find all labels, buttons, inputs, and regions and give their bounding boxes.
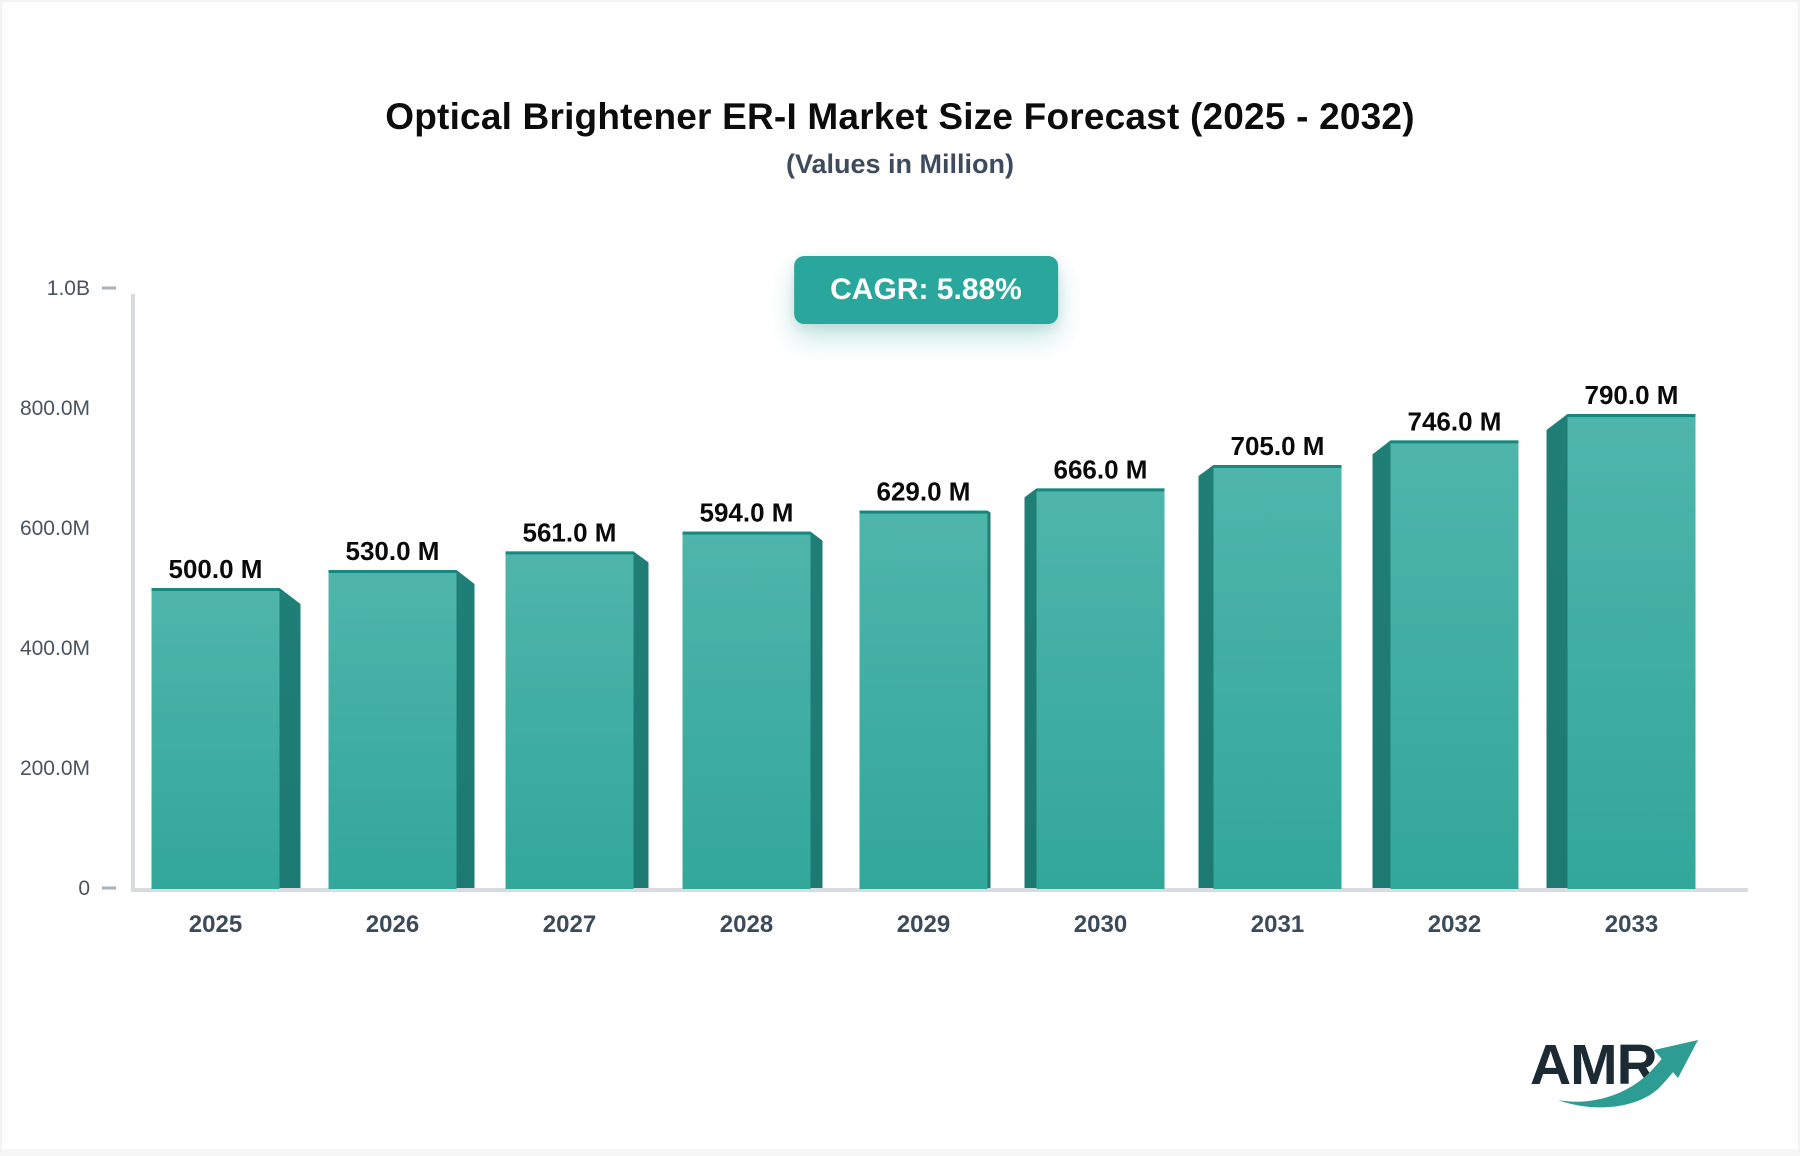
y-axis-label: 800.0M [20,397,90,420]
y-axis-label: 600.0M [20,517,90,540]
bar-side [1198,465,1214,888]
bar-side [456,570,475,888]
page-title: Optical Brightener ER-I Market Size Fore… [385,96,1415,137]
bar-face [505,551,634,889]
bar-top-edge [1213,465,1342,468]
bar-side [1372,440,1391,888]
bar-value-label: 705.0 M [1231,431,1325,461]
y-axis-label: 0 [78,877,90,900]
bar-side [633,551,649,888]
amr-logo: AMR [1530,1032,1730,1124]
bar-side [1024,488,1037,888]
page-subtitle: (Values in Million) [785,149,1015,179]
bar-side [1546,414,1568,888]
bar-top-edge [859,510,988,514]
bar-value-label: 666.0 M [1054,454,1148,484]
x-axis-label: 2025 [189,911,242,938]
y-axis-label: 400.0M [20,637,90,660]
x-axis-label: 2030 [1074,911,1127,938]
y-axis-label: 1.0B [47,277,90,300]
bar-face [682,531,811,889]
bar-face [1390,440,1519,889]
y-axis-label: 200.0M [20,757,90,780]
x-axis-label: 2028 [720,911,773,938]
bar-top-edge [682,531,811,535]
bar-side [987,510,991,888]
bar-face [1567,414,1696,889]
bar-face [151,588,280,889]
bar-face [1036,488,1165,889]
bar-side [810,531,823,888]
growth-arrow-icon [1558,1040,1698,1108]
x-axis-label: 2031 [1251,911,1304,938]
x-axis-label: 2026 [366,911,419,938]
bar-value-label: 500.0 M [169,554,263,584]
bar-top-edge [328,570,457,573]
bar-value-label: 561.0 M [523,517,617,547]
bar-top-edge [151,588,280,591]
bar-value-label: 790.0 M [1585,380,1679,410]
bar-side [279,588,301,888]
x-axis-label: 2029 [897,911,950,938]
x-axis-label: 2027 [543,911,596,938]
x-axis-label: 2032 [1428,911,1481,938]
bar-face [859,510,988,889]
bar-face [328,570,457,889]
bar-value-label: 746.0 M [1408,406,1502,436]
bar-face [1213,465,1342,889]
bar-top-edge [1567,414,1696,417]
bar-top-edge [1036,488,1165,492]
bar-value-label: 530.0 M [346,536,440,566]
bar-top-edge [505,551,634,555]
x-axis-label: 2033 [1605,911,1658,938]
bar-value-label: 629.0 M [877,477,971,507]
bar-top-edge [1390,440,1519,444]
bar-value-label: 594.0 M [700,498,794,528]
cagr-badge: CAGR: 5.88% [794,256,1058,324]
